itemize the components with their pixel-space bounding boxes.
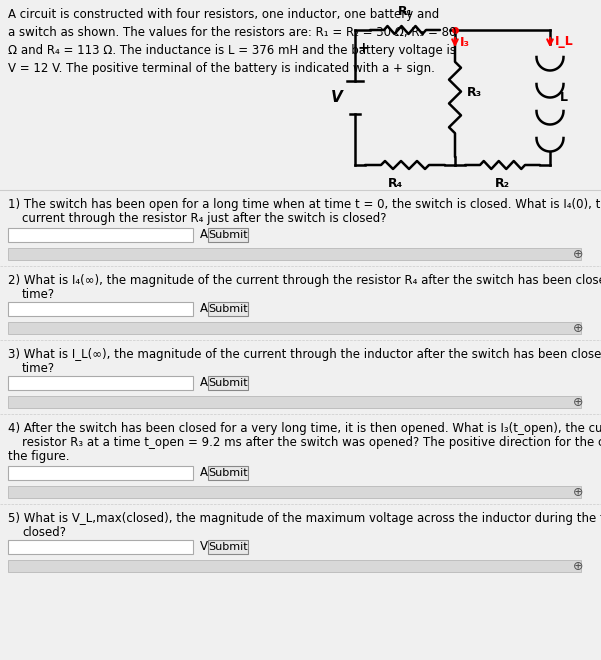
Text: ⊕: ⊕: [573, 486, 583, 498]
Text: 4) After the switch has been closed for a very long time, it is then opened. Wha: 4) After the switch has been closed for …: [8, 422, 601, 435]
FancyBboxPatch shape: [8, 302, 193, 316]
Text: time?: time?: [22, 288, 55, 301]
Text: V: V: [331, 90, 343, 105]
Text: L: L: [560, 91, 568, 104]
Text: ⊕: ⊕: [573, 248, 583, 261]
Text: ⊕: ⊕: [573, 321, 583, 335]
Text: V: V: [200, 541, 208, 554]
Text: I₃: I₃: [460, 36, 470, 48]
Text: ⊕: ⊕: [573, 560, 583, 572]
Text: the figure.: the figure.: [8, 450, 70, 463]
Text: A circuit is constructed with four resistors, one inductor, one battery and
a sw: A circuit is constructed with four resis…: [8, 8, 456, 75]
Text: Submit: Submit: [208, 378, 248, 388]
Text: I_L: I_L: [555, 36, 574, 48]
FancyBboxPatch shape: [208, 376, 248, 390]
FancyBboxPatch shape: [8, 486, 581, 498]
FancyBboxPatch shape: [8, 466, 193, 480]
Text: 5) What is V_L,max(closed), the magnitude of the maximum voltage across the indu: 5) What is V_L,max(closed), the magnitud…: [8, 512, 601, 525]
FancyBboxPatch shape: [208, 466, 248, 480]
FancyBboxPatch shape: [208, 228, 248, 242]
Text: Submit: Submit: [208, 468, 248, 478]
Text: R₁: R₁: [397, 5, 412, 18]
Text: A: A: [200, 228, 208, 242]
Text: R₃: R₃: [467, 86, 482, 99]
FancyBboxPatch shape: [8, 396, 581, 408]
Text: 1) The switch has been open for a long time when at time t = 0, the switch is cl: 1) The switch has been open for a long t…: [8, 198, 601, 211]
FancyBboxPatch shape: [208, 302, 248, 316]
FancyBboxPatch shape: [8, 228, 193, 242]
Text: R₂: R₂: [495, 177, 510, 190]
FancyBboxPatch shape: [8, 540, 193, 554]
FancyBboxPatch shape: [8, 322, 581, 334]
Text: Submit: Submit: [208, 304, 248, 314]
Text: Submit: Submit: [208, 230, 248, 240]
Text: Submit: Submit: [208, 542, 248, 552]
Text: 3) What is I_L(∞), the magnitude of the current through the inductor after the s: 3) What is I_L(∞), the magnitude of the …: [8, 348, 601, 361]
Text: closed?: closed?: [22, 526, 66, 539]
Text: A: A: [200, 376, 208, 389]
FancyBboxPatch shape: [8, 376, 193, 390]
Text: A: A: [200, 302, 208, 315]
Text: A: A: [200, 467, 208, 480]
FancyBboxPatch shape: [208, 540, 248, 554]
FancyBboxPatch shape: [8, 248, 581, 260]
Text: resistor R₃ at a time t_open = 9.2 ms after the switch was opened? The positive : resistor R₃ at a time t_open = 9.2 ms af…: [22, 436, 601, 449]
Text: 2) What is I₄(∞), the magnitude of the current through the resistor R₄ after the: 2) What is I₄(∞), the magnitude of the c…: [8, 274, 601, 287]
Text: time?: time?: [22, 362, 55, 375]
Text: ⊕: ⊕: [573, 395, 583, 409]
Text: R₄: R₄: [388, 177, 403, 190]
Text: current through the resistor R₄ just after the switch is closed?: current through the resistor R₄ just aft…: [22, 212, 386, 225]
Text: +: +: [357, 41, 369, 55]
FancyBboxPatch shape: [8, 560, 581, 572]
